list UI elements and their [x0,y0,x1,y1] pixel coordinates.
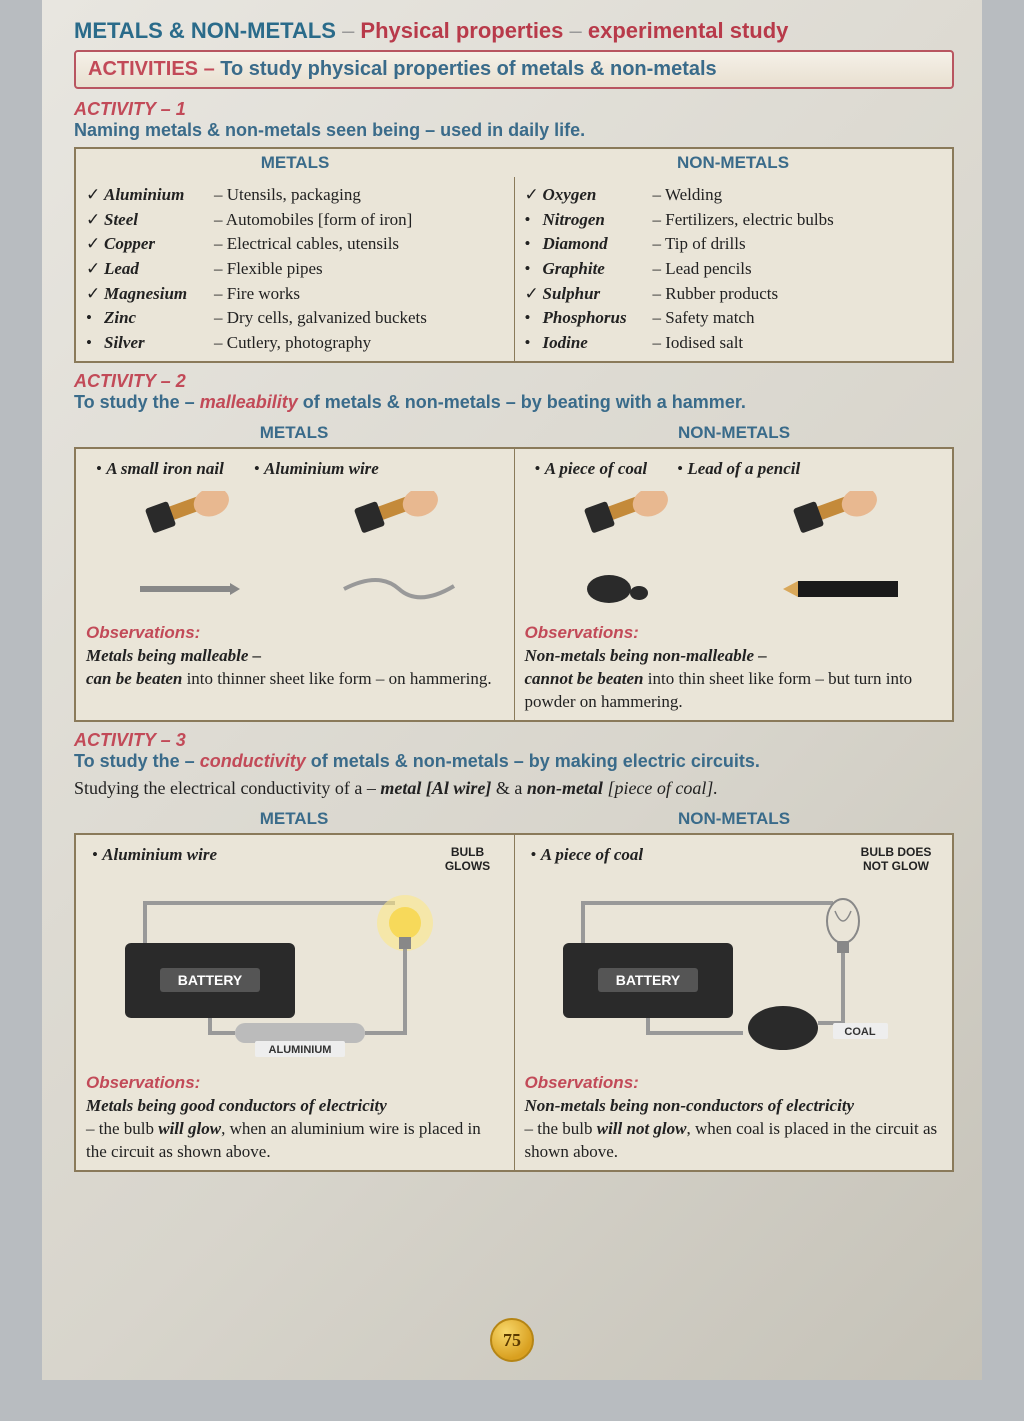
bulb-glows-label: BULB GLOWS [438,845,498,873]
material-row: ✓Magnesium– Fire works [86,282,504,307]
material-row: ✓Aluminium– Utensils, packaging [86,183,504,208]
banner-sep: – [204,58,221,80]
title-part1: METALS & NON-METALS [74,18,336,43]
observations-label: Observations: [525,1069,943,1095]
header-metals: METALS [74,805,514,833]
observations-text: Metals being good conductors of electric… [86,1095,504,1164]
nonmetals-column: ✓Oxygen– Welding •Nitrogen– Fertilizers,… [515,177,953,361]
title-sep: – [342,18,360,43]
studying-line: Studying the electrical conductivity of … [74,778,954,799]
observations-text: Non-metals being non-conductors of elect… [525,1095,943,1164]
observations-label: Observations: [86,619,504,645]
hammer-nail-icon [120,491,260,611]
material-row: ✓Sulphur– Rubber products [525,282,943,307]
circuit-nonmetal-icon: BATTERY COAL [543,883,923,1063]
banner-text: To study physical properties of metals &… [220,58,716,80]
hammer-diagrams [86,483,504,619]
svg-text:ALUMINIUM: ALUMINIUM [268,1044,331,1056]
svg-text:COAL: COAL [845,1026,876,1038]
material-row: ✓Oxygen– Welding [525,183,943,208]
nonmetals-panel: A piece of coal BULB DOES NOT GLOW BATTE… [515,835,953,1170]
header-metals: METALS [74,419,514,447]
material-row: •Zinc– Dry cells, galvanized buckets [86,306,504,331]
header-metals: METALS [76,149,514,177]
material-row: •Diamond– Tip of drills [525,232,943,257]
activity1-desc: Naming metals & non-metals seen being – … [74,120,954,141]
activity3-desc: To study the – conductivity of metals & … [74,751,954,772]
item-line: A piece of coal [531,845,644,865]
metals-panel: Aluminium wire BULB GLOWS BATTERY [76,835,515,1170]
hammer-pencil-icon [768,491,908,611]
activity2-table: A small iron nail Aluminium wire [74,447,954,722]
item-line: A piece of coal Lead of a pencil [525,455,943,483]
activity3-table: Aluminium wire BULB GLOWS BATTERY [74,833,954,1172]
activity1-headers: METALS NON-METALS [76,149,952,177]
header-nonmetals: NON-METALS [514,805,954,833]
banner-label: ACTIVITIES [88,58,198,80]
observations-label: Observations: [86,1069,504,1095]
observations-label: Observations: [525,619,943,645]
bulb-not-glow-label: BULB DOES NOT GLOW [856,845,936,873]
svg-text:BATTERY: BATTERY [616,972,681,988]
nonmetals-panel: A piece of coal Lead of a pencil [515,449,953,720]
svg-text:BATTERY: BATTERY [177,972,242,988]
material-row: •Graphite– Lead pencils [525,257,943,282]
material-row: •Silver– Cutlery, photography [86,331,504,356]
material-row: •Phosphorus– Safety match [525,306,943,331]
metals-column: ✓Aluminium– Utensils, packaging ✓Steel– … [76,177,515,361]
activity1-body: ✓Aluminium– Utensils, packaging ✓Steel– … [76,177,952,361]
activity2-desc: To study the – malleability of metals & … [74,392,954,413]
activity3-label: ACTIVITY – 3 [74,730,954,751]
circuit-metal-icon: BATTERY ALUMINIUM [105,883,485,1063]
material-row: ✓Copper– Electrical cables, utensils [86,232,504,257]
observations-text: Metals being malleable – can be beaten i… [86,645,504,691]
title-part2: Physical properties [360,18,563,43]
activity3-body: Aluminium wire BULB GLOWS BATTERY [76,835,952,1170]
material-row: ✓Lead– Flexible pipes [86,257,504,282]
material-row: •Nitrogen– Fertilizers, electric bulbs [525,208,943,233]
activities-banner: ACTIVITIES – To study physical propertie… [74,50,954,89]
circuit-metal-diagram: BATTERY ALUMINIUM [86,877,504,1069]
hammer-coal-icon [559,491,699,611]
activity1-label: ACTIVITY – 1 [74,99,954,120]
activity3-headers: METALS NON-METALS [74,805,954,833]
activity1-table: METALS NON-METALS ✓Aluminium– Utensils, … [74,147,954,363]
item-line: A small iron nail Aluminium wire [86,455,504,483]
material-row: •Iodine– Iodised salt [525,331,943,356]
header-nonmetals: NON-METALS [514,149,952,177]
textbook-page: METALS & NON-METALS – Physical propertie… [42,0,982,1380]
page-title: METALS & NON-METALS – Physical propertie… [74,18,954,44]
title-sep: – [570,18,588,43]
observations-text: Non-metals being non-malleable – cannot … [525,645,943,714]
title-part3: experimental study [588,18,789,43]
circuit-nonmetal-diagram: BATTERY COAL [525,877,943,1069]
page-number: 75 [503,1330,521,1351]
header-nonmetals: NON-METALS [514,419,954,447]
material-row: ✓Steel– Automobiles [form of iron] [86,208,504,233]
metals-panel: A small iron nail Aluminium wire [76,449,515,720]
hammer-diagrams [525,483,943,619]
hammer-wire-icon [329,491,469,611]
page-number-badge: 75 [490,1318,534,1362]
activity2-headers: METALS NON-METALS [74,419,954,447]
activity2-body: A small iron nail Aluminium wire [76,449,952,720]
activity2-label: ACTIVITY – 2 [74,371,954,392]
item-line: Aluminium wire [92,845,217,865]
